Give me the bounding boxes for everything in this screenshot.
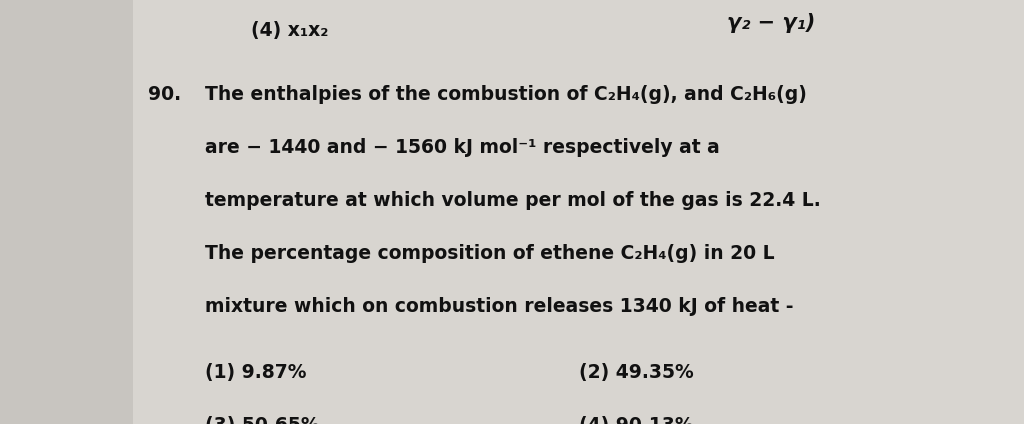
Text: The percentage composition of ethene C₂H₄(g) in 20 L: The percentage composition of ethene C₂H…	[205, 244, 774, 263]
Text: 90.: 90.	[148, 85, 181, 104]
Bar	[133, 0, 1024, 424]
Text: mixture which on combustion releases 1340 kJ of heat -: mixture which on combustion releases 134…	[205, 297, 794, 316]
Text: (3) 50.65%: (3) 50.65%	[205, 416, 319, 424]
Text: γ₂ − γ₁): γ₂ − γ₁)	[727, 13, 815, 33]
Text: The enthalpies of the combustion of C₂H₄(g), and C₂H₆(g): The enthalpies of the combustion of C₂H₄…	[205, 85, 807, 104]
Text: (4) x₁x₂: (4) x₁x₂	[251, 21, 329, 40]
Text: are − 1440 and − 1560 kJ mol⁻¹ respectively at a: are − 1440 and − 1560 kJ mol⁻¹ respectiv…	[205, 138, 720, 157]
Text: (4) 90.13%: (4) 90.13%	[579, 416, 693, 424]
Text: (1) 9.87%: (1) 9.87%	[205, 363, 306, 382]
Text: (2) 49.35%: (2) 49.35%	[579, 363, 693, 382]
Text: temperature at which volume per mol of the gas is 22.4 L.: temperature at which volume per mol of t…	[205, 191, 820, 210]
